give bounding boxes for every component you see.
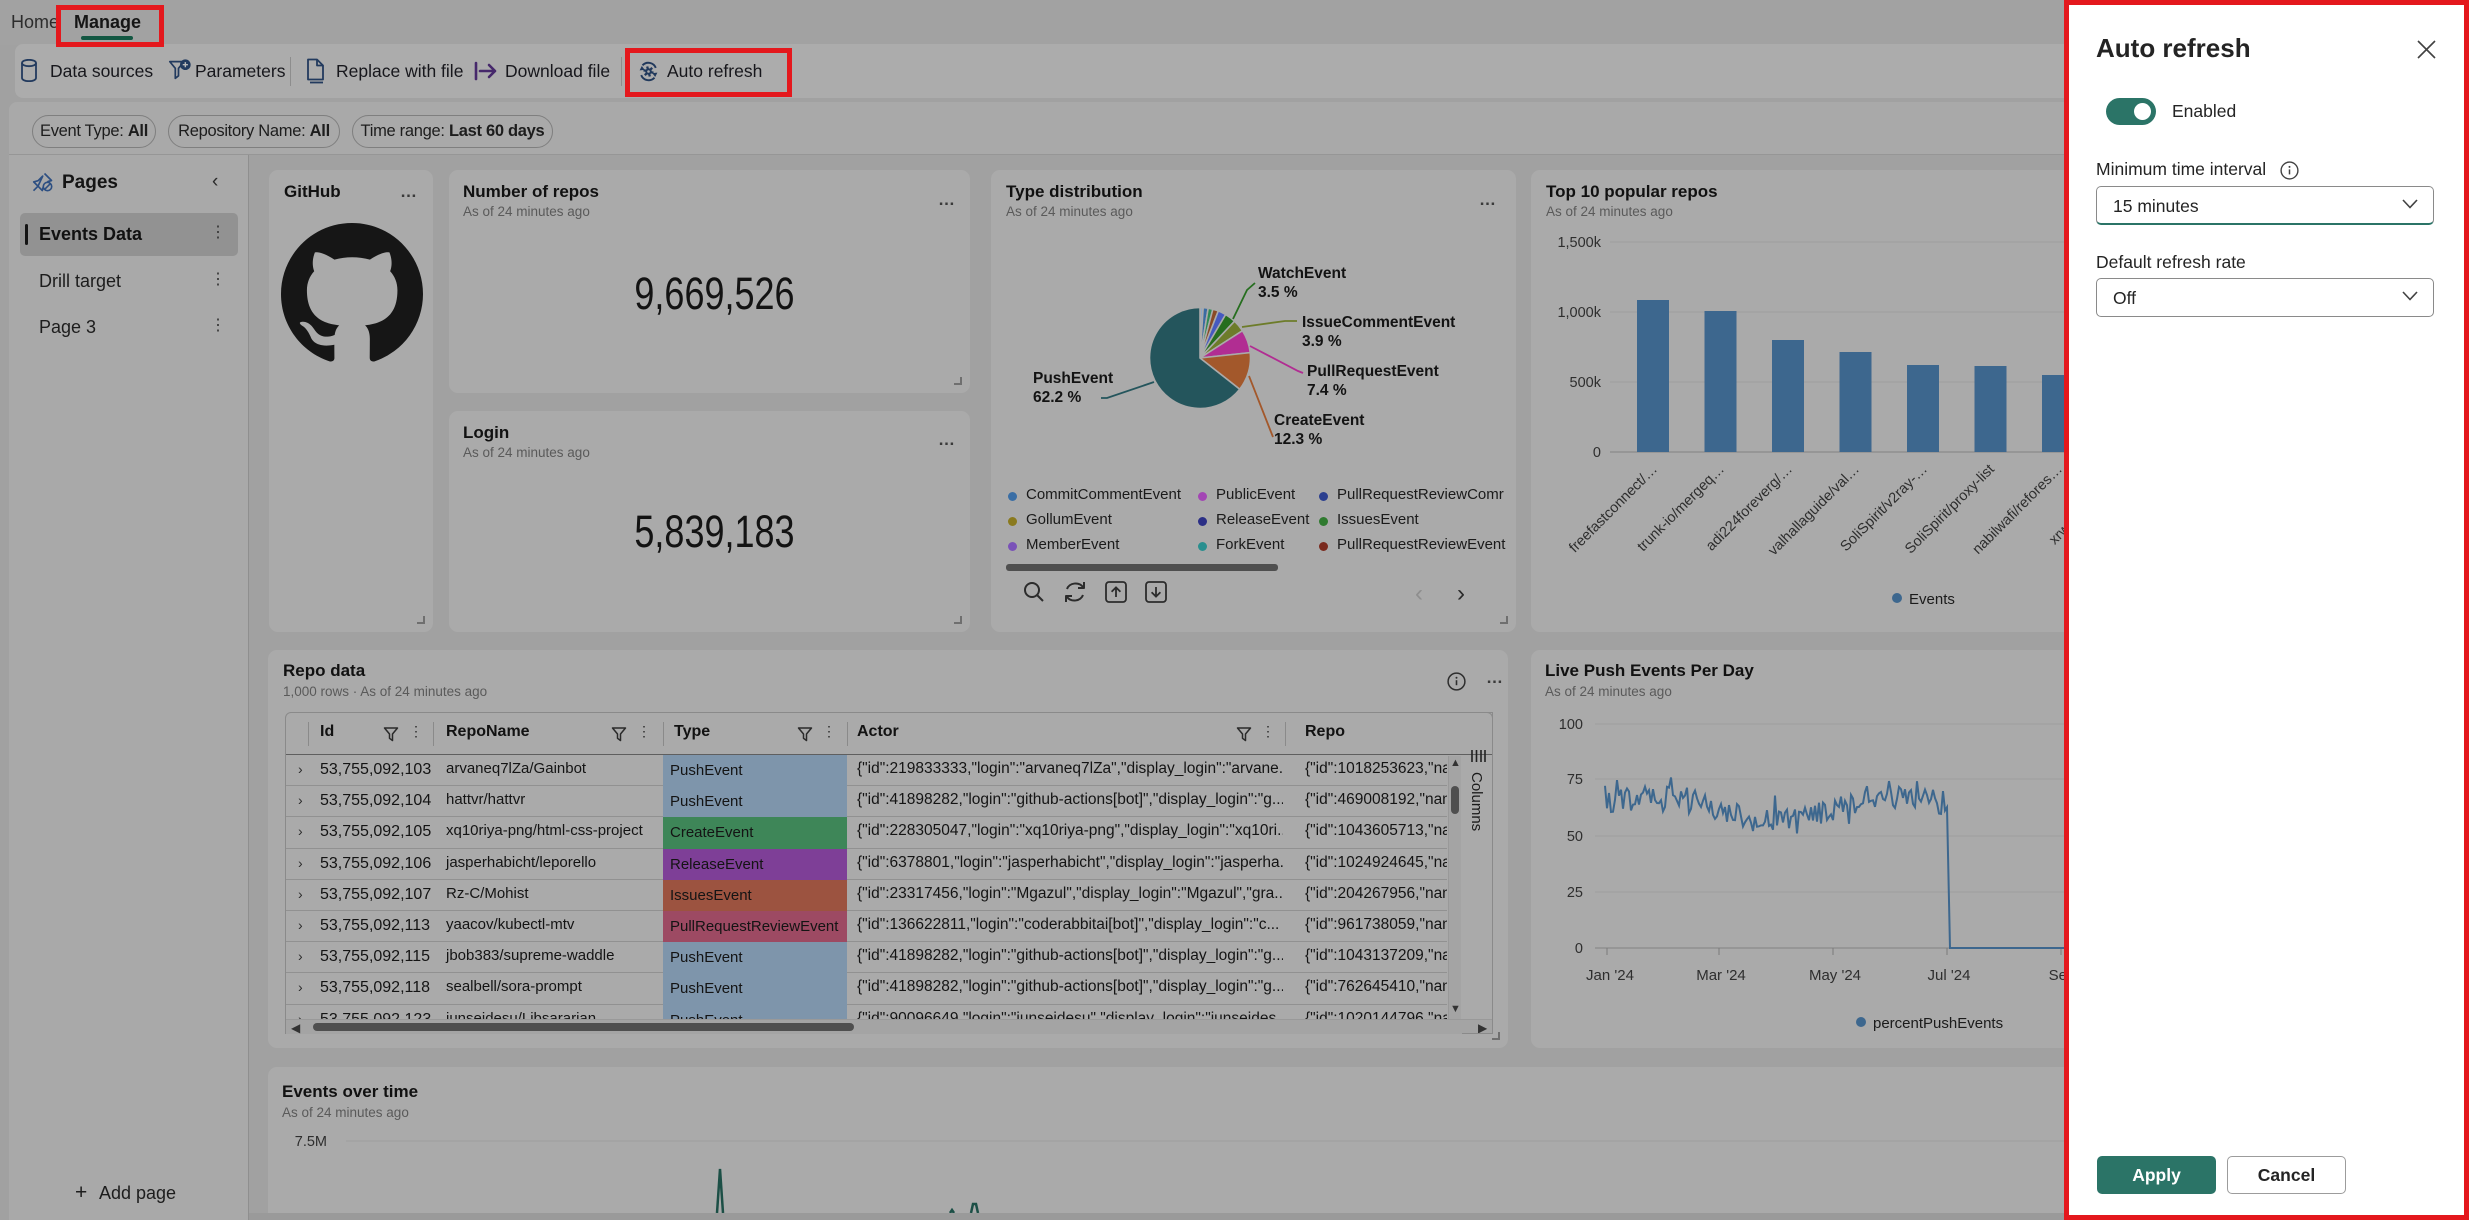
- svg-text:500k: 500k: [1570, 375, 1602, 391]
- svg-text:Sep: Sep: [2049, 967, 2064, 984]
- svg-text:100: 100: [1559, 717, 1583, 733]
- svg-text:75: 75: [1567, 772, 1583, 788]
- svg-text:0: 0: [1575, 941, 1583, 957]
- svg-text:0: 0: [1593, 445, 1601, 461]
- svg-text:percentPushEvents: percentPushEvents: [1873, 1015, 2003, 1032]
- svg-text:Jan '24: Jan '24: [1586, 967, 1634, 984]
- svg-text:7.5M: 7.5M: [295, 1134, 327, 1150]
- svg-text:Events: Events: [1909, 591, 1955, 608]
- svg-text:25: 25: [1567, 885, 1583, 901]
- svg-text:1,000k: 1,000k: [1557, 305, 1601, 321]
- svg-text:May '24: May '24: [1809, 967, 1861, 984]
- svg-text:50: 50: [1567, 829, 1583, 845]
- svg-text:1,500k: 1,500k: [1557, 235, 1601, 251]
- svg-text:Jul '24: Jul '24: [1928, 967, 1971, 984]
- svg-text:Mar '24: Mar '24: [1696, 967, 1746, 984]
